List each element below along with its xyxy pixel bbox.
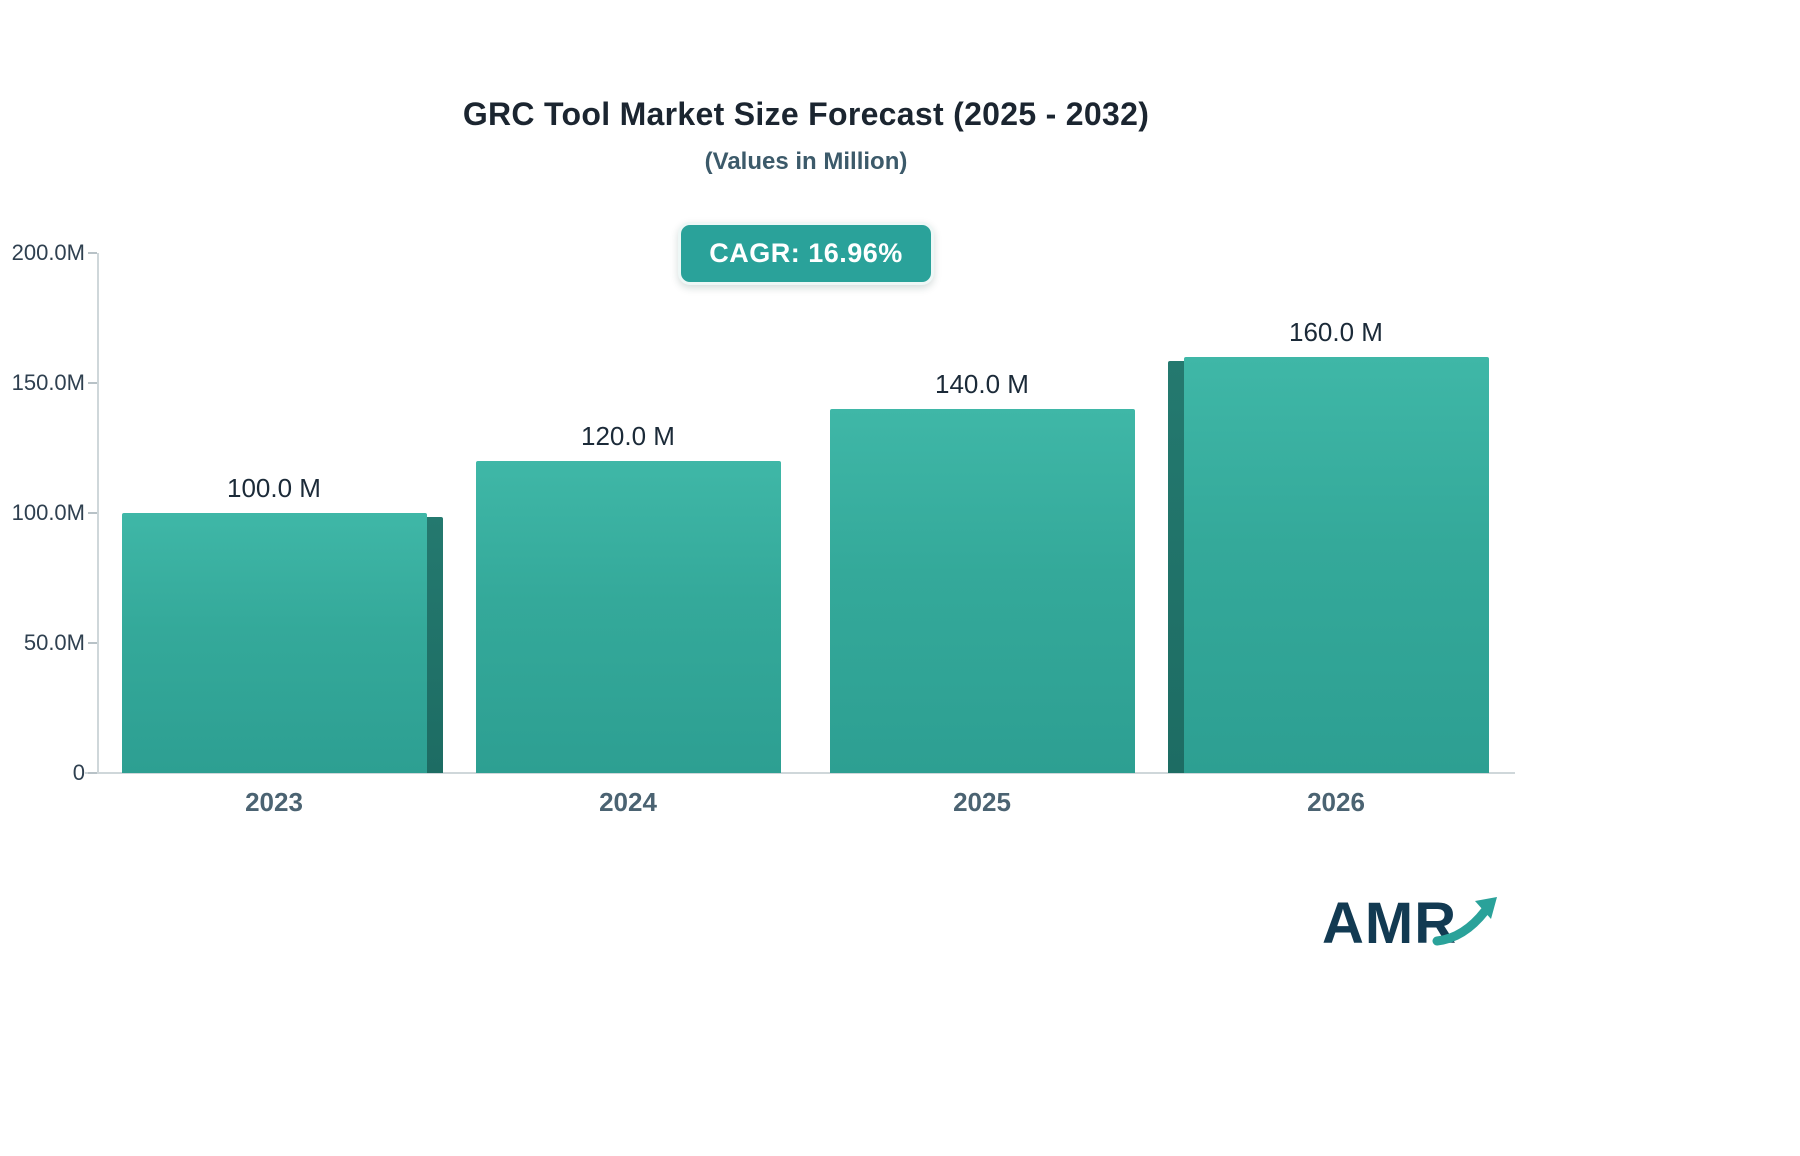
- chart: GRC Tool Market Size Forecast (2025 - 20…: [0, 96, 1612, 957]
- amr-logo: AMR: [1322, 890, 1505, 957]
- y-axis-tick-mark: [88, 252, 97, 254]
- y-axis-tick-mark: [88, 382, 97, 384]
- chart-subtitle: (Values in Million): [704, 148, 908, 175]
- y-axis-line: [97, 253, 99, 773]
- x-axis-tick-label: 2024: [599, 787, 657, 817]
- cagr-badge: CAGR: 16.96%: [678, 222, 934, 285]
- bar-side-face: [424, 517, 443, 773]
- bar-side-face: [1167, 361, 1186, 773]
- bar-value-label: 160.0 M: [1289, 317, 1383, 347]
- bar-2024: [475, 461, 781, 773]
- x-axis-tick-label: 2023: [245, 787, 303, 817]
- x-axis-tick-label: 2025: [953, 787, 1011, 817]
- y-axis-tick-mark: [88, 772, 97, 774]
- chart-title: GRC Tool Market Size Forecast (2025 - 20…: [462, 96, 1150, 132]
- bar-value-label: 120.0 M: [581, 421, 675, 451]
- y-axis-tick-label: 150.0M: [11, 370, 85, 395]
- y-axis-tick-label: 50.0M: [23, 630, 85, 655]
- y-axis-tick-label: 200.0M: [11, 240, 85, 265]
- y-axis-tick-mark: [88, 512, 97, 514]
- x-axis-line: [85, 772, 1515, 774]
- bar-value-label: 140.0 M: [935, 369, 1029, 399]
- bar-2026: [1183, 357, 1489, 773]
- bar-2023: [121, 513, 427, 773]
- bar-2025: [829, 409, 1135, 773]
- growth-arrow-icon: [1432, 896, 1498, 945]
- amr-logo-text: AMR: [1322, 891, 1458, 956]
- y-axis-tick-mark: [88, 642, 97, 644]
- plot-area: 200.0M 150.0M 100.0M 50.0M 0 100.0 M 2023 120.0…: [11, 240, 1515, 817]
- x-axis-tick-label: 2026: [1307, 787, 1365, 817]
- y-axis-tick-label: 0: [72, 760, 85, 785]
- badge-row: CAGR: 16.96%: [0, 222, 1612, 285]
- bar-value-label: 100.0 M: [227, 473, 321, 503]
- y-axis-tick-label: 100.0M: [11, 500, 85, 525]
